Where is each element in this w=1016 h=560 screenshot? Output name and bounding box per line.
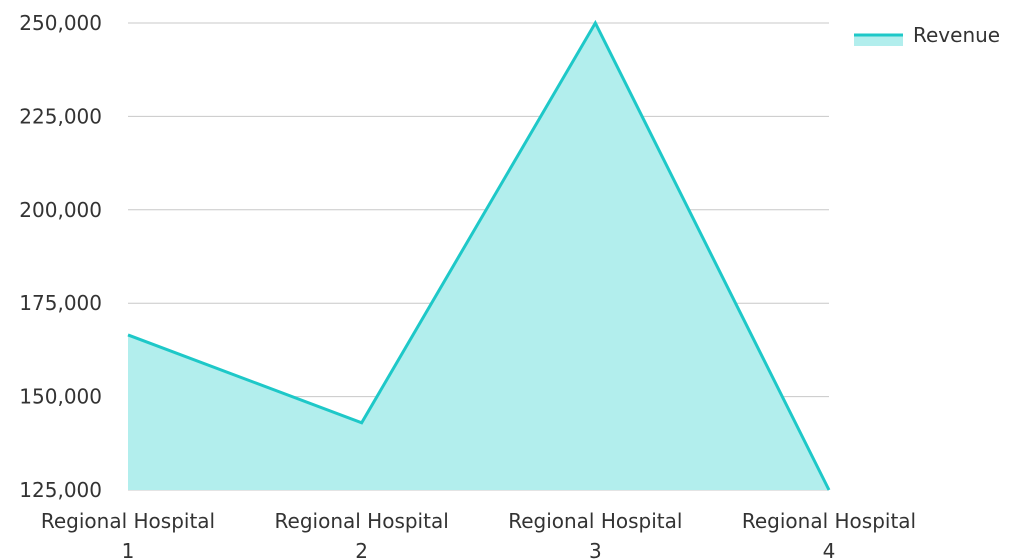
series-area (128, 23, 829, 490)
series-line (127, 19, 831, 491)
legend-label-revenue: Revenue (913, 23, 1000, 47)
y-tick-label: 125,000 (19, 478, 102, 502)
series-area-revenue (128, 23, 829, 490)
y-tick-label: 225,000 (19, 104, 102, 128)
y-tick-label: 250,000 (19, 11, 102, 35)
x-tick-label: Regional Hospital 3 (508, 509, 682, 560)
legend: Revenue (854, 23, 1000, 47)
y-tick-label: 200,000 (19, 198, 102, 222)
series-line-revenue (127, 19, 831, 491)
x-tick-label: Regional Hospital 1 (41, 509, 215, 560)
y-tick-label: 150,000 (19, 385, 102, 409)
x-axis-labels: Regional Hospital 1 Regional Hospital 2 Regi… (41, 509, 916, 560)
y-axis-ticks: 125,000 150,000 175,000 200,000 225,000 250,0… (19, 11, 102, 502)
x-tick-label: Regional Hospital 2 (275, 509, 449, 560)
y-tick-label: 175,000 (19, 291, 102, 315)
legend-swatch-fill (854, 34, 903, 46)
x-tick-label: Regional Hospital 4 (742, 509, 916, 560)
